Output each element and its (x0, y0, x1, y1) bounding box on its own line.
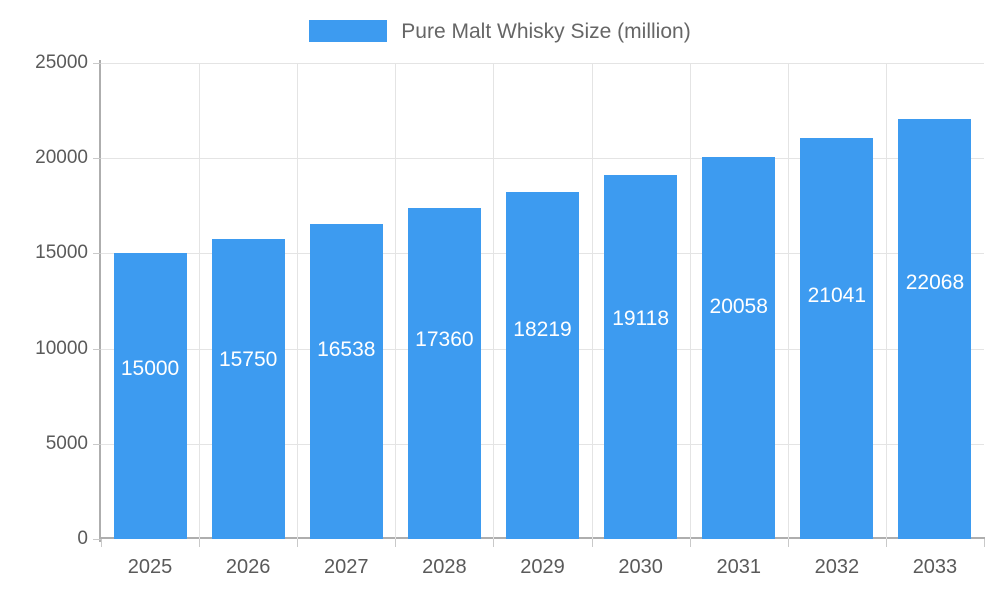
y-axis-tick (93, 348, 101, 350)
gridline-vertical (690, 63, 691, 539)
bar[interactable] (113, 253, 187, 539)
bar-value-label: 16538 (317, 338, 376, 362)
x-axis-tick (395, 539, 396, 547)
gridline-vertical (592, 63, 593, 539)
bar[interactable] (800, 138, 874, 539)
y-axis-tick-label: 20000 (35, 147, 88, 169)
plot-area: 15000 15750 16538 17360 18219 19118 20058 21041… (93, 63, 985, 547)
x-axis-tick-label: 2030 (618, 556, 663, 578)
y-axis-tick-label: 15000 (35, 242, 88, 264)
bar-value-label: 20058 (709, 295, 768, 319)
x-axis-tick (493, 539, 494, 547)
y-axis-tick (93, 443, 101, 445)
x-axis-tick (101, 539, 102, 547)
gridline-vertical (886, 63, 887, 539)
gridline-vertical (297, 63, 298, 539)
x-axis-tick (199, 539, 200, 547)
gridline-vertical (493, 63, 494, 539)
bar-value-label: 17360 (415, 328, 474, 352)
y-axis-line (99, 60, 101, 542)
bar-value-label: 19118 (612, 306, 670, 330)
chart-legend: Pure Malt Whisky Size (million) (0, 14, 1000, 48)
x-axis-tick (788, 539, 789, 547)
bar[interactable] (898, 118, 972, 539)
x-axis-tick-label: 2029 (520, 556, 565, 578)
x-axis-tick (984, 539, 985, 547)
bar[interactable] (506, 192, 579, 539)
bar-value-label: 22068 (905, 271, 965, 295)
y-axis-tick-label: 0 (77, 528, 88, 549)
x-axis-tick-label: 2031 (716, 556, 761, 578)
x-axis-tick-label: 2027 (324, 556, 369, 578)
x-axis-tick-label: 2033 (912, 556, 958, 578)
gridline-horizontal (101, 63, 984, 64)
x-axis-tick (592, 539, 593, 547)
y-axis-tick-labels: 0 5000 10000 15000 20000 25000 (0, 52, 88, 549)
y-axis-tick-label: 5000 (45, 432, 88, 454)
y-axis-tick-label: 25000 (35, 52, 88, 73)
y-axis-tick (93, 539, 101, 540)
x-axis-tick-label: 2026 (225, 556, 271, 578)
legend-item-label[interactable]: Pure Malt Whisky Size (million) (401, 19, 691, 43)
bar-value-label: 18219 (513, 317, 572, 341)
bar-value-label: 15750 (218, 347, 278, 371)
bar[interactable] (702, 157, 776, 539)
x-axis-tick (297, 539, 298, 547)
bar[interactable] (309, 224, 383, 539)
bar-value-label: 21041 (807, 283, 867, 307)
legend-swatch-icon[interactable] (309, 20, 388, 42)
bar[interactable] (604, 175, 678, 539)
gridline-vertical (199, 63, 200, 539)
x-axis-tick-label: 2028 (422, 556, 467, 578)
y-axis-tick (93, 253, 101, 255)
gridline-vertical (395, 63, 396, 539)
y-axis-tick (93, 63, 101, 64)
y-axis-tick (93, 158, 101, 160)
bar[interactable] (407, 208, 481, 539)
x-axis-tick-label: 2032 (814, 556, 860, 578)
x-axis-tick (886, 539, 887, 547)
gridline-horizontal (101, 158, 984, 160)
y-axis-tick-label: 10000 (35, 337, 88, 359)
gridline-vertical (788, 63, 789, 539)
bar[interactable] (211, 239, 285, 539)
bar-value-label: 15000 (120, 356, 180, 380)
x-axis-tick (690, 539, 691, 547)
x-axis-tick-label: 2025 (127, 556, 173, 578)
